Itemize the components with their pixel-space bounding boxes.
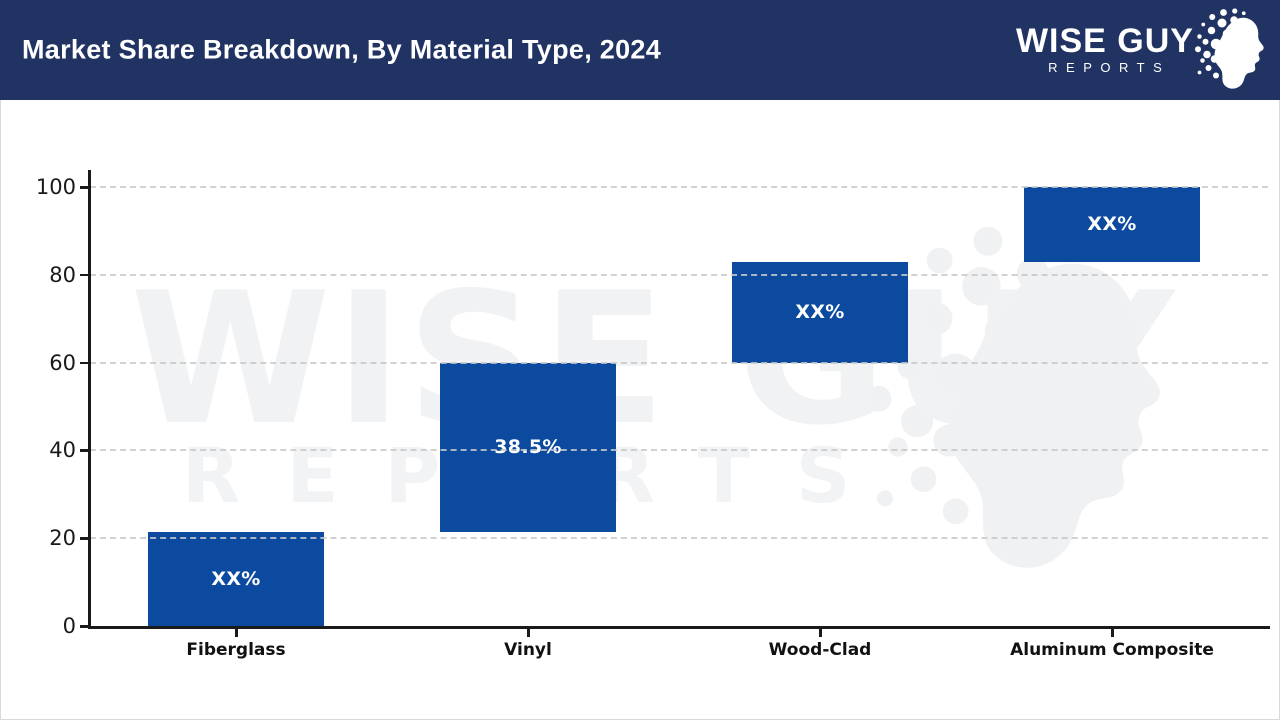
bar-value-label: 38.5% [494,436,562,459]
wiseguy-head-watermark-icon [865,223,1160,568]
gridline [90,361,1268,364]
x-axis-tick [235,628,238,637]
gridline [90,537,1268,540]
y-tick-label: 20 [49,526,76,551]
bar-wood-clad: XX% [732,261,908,363]
bar-fiberglass: XX% [148,531,324,626]
bar-value-label: XX% [1087,213,1137,236]
y-axis-tick [80,186,88,189]
x-category-label: Wood-Clad [768,640,872,660]
wiseguy-logo: WISE GUY REPORTS [1016,8,1270,92]
x-category-label: Aluminum Composite [1010,640,1214,660]
logo-reports-label: REPORTS [1048,60,1171,76]
x-axis-tick [527,628,530,637]
x-category-label: Fiberglass [186,640,286,660]
gridline [90,449,1268,452]
y-tick-label: 40 [49,438,76,463]
y-axis-tick [80,537,88,540]
header-bar: Market Share Breakdown, By Material Type… [0,0,1280,100]
x-axis-tick [1111,628,1114,637]
bar-value-label: XX% [211,567,261,590]
wiseguy-head-icon [1195,8,1264,89]
y-tick-label: 80 [49,262,76,287]
x-category-label: Vinyl [504,640,552,660]
y-tick-label: 0 [62,614,76,638]
y-axis-tick [80,273,88,277]
gridline [90,186,1268,188]
page-title: Market Share Breakdown, By Material Type… [22,34,662,65]
y-axis-line [88,170,91,629]
bar-vinyl: 38.5% [440,362,616,532]
y-tick-label: 100 [35,175,76,199]
gridline [90,273,1268,276]
bar-aluminum-composite: XX% [1024,187,1200,262]
y-axis-tick [80,449,88,452]
y-axis-tick [80,361,88,365]
y-axis-tick [80,625,88,628]
wiseguy-logo-text: WISE GUY REPORTS [1016,24,1194,75]
x-axis-line [88,626,1270,629]
bar-value-label: XX% [795,301,845,324]
x-axis-tick [819,628,822,637]
y-tick-label: 60 [49,350,76,375]
logo-wiseguy-label: WISE GUY [1015,22,1194,61]
